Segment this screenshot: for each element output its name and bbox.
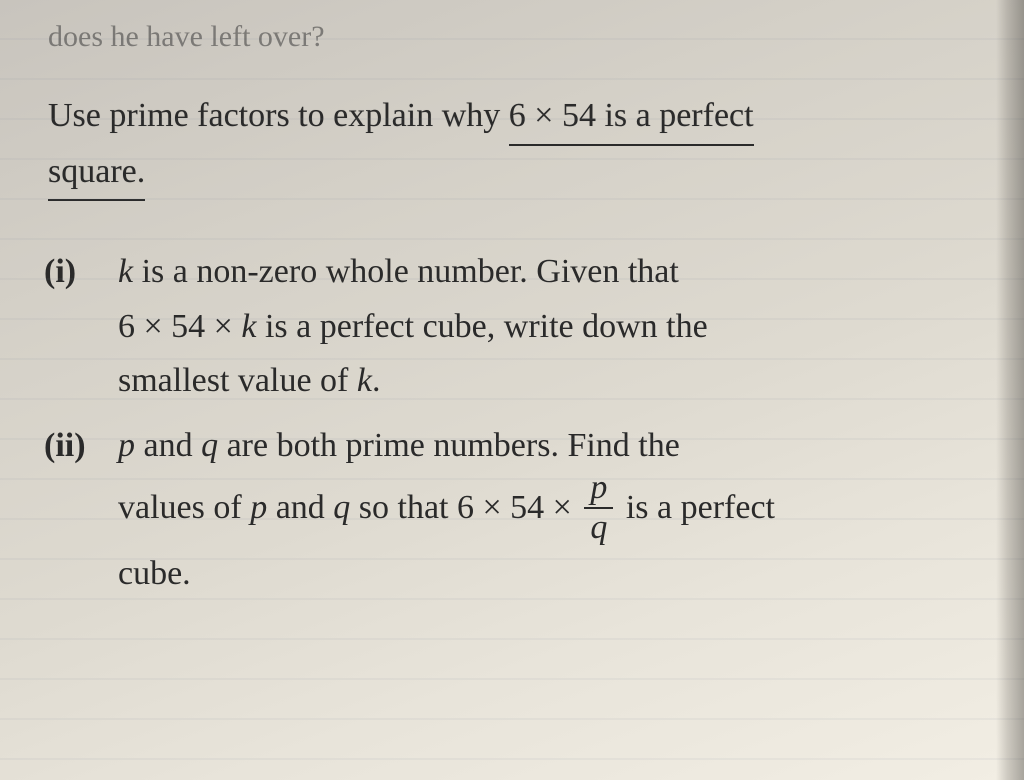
part-i-line2b: is a perfect cube, write down the	[256, 308, 707, 345]
part-i-label: (i)	[44, 245, 118, 299]
cutoff-previous-line: does he have left over?	[48, 20, 974, 54]
var-q-2: q	[333, 489, 350, 526]
fraction-p-over-q: pq	[584, 471, 613, 545]
part-ii-l3: cube.	[118, 555, 191, 592]
part-ii-l1d: are both prime numbers. Find the	[218, 427, 680, 464]
part-ii-body: p and q are both prime numbers. Find the…	[118, 419, 974, 602]
var-k: k	[118, 253, 133, 290]
part-i-body: k is a non-zero whole number. Given that…	[118, 245, 974, 408]
main-q-underlined-2: square.	[48, 146, 145, 202]
part-ii-l1b: and	[135, 427, 201, 464]
frac-bot: q	[584, 509, 613, 545]
var-p: p	[118, 427, 135, 464]
var-k-2: k	[241, 308, 256, 345]
part-i-line3a: smallest value of	[118, 362, 357, 399]
var-q: q	[201, 427, 218, 464]
part-ii-label: (ii)	[44, 419, 118, 473]
main-question: Use prime factors to explain why 6 × 54 …	[48, 90, 974, 201]
part-i-line1: is a non-zero whole number. Given that	[133, 253, 679, 290]
part-ii-l2e: so that 6 × 54 ×	[350, 489, 580, 526]
part-ii-l2c: and	[267, 489, 333, 526]
frac-top: p	[584, 471, 613, 509]
part-ii-l2f: is a perfect	[617, 489, 775, 526]
part-i-line3b: .	[372, 362, 381, 399]
part-i-line2a: 6 × 54 ×	[118, 308, 241, 345]
main-q-lead: Use prime factors to explain why	[48, 97, 509, 134]
main-q-underlined-1: 6 × 54 is a perfect	[509, 90, 754, 146]
part-i: (i) k is a non-zero whole number. Given …	[44, 245, 974, 408]
var-p-2: p	[250, 489, 267, 526]
var-k-3: k	[357, 362, 372, 399]
sub-parts: (i) k is a non-zero whole number. Given …	[44, 245, 974, 601]
part-ii-l2a: values of	[118, 489, 250, 526]
part-ii: (ii) p and q are both prime numbers. Fin…	[44, 419, 974, 602]
